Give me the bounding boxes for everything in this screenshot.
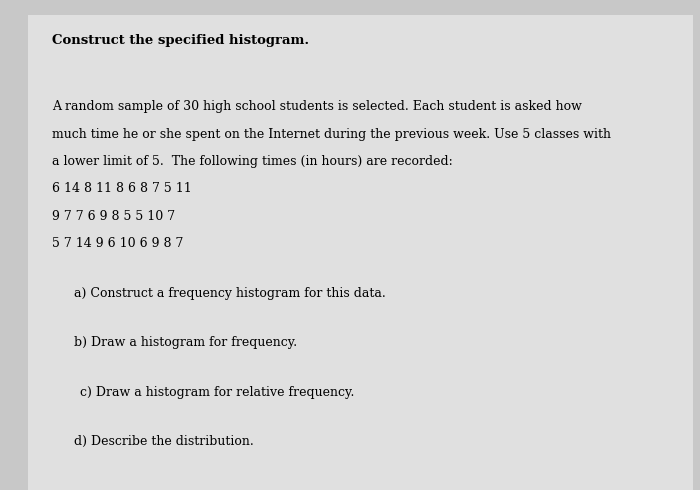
Text: 9 7 7 6 9 8 5 5 10 7: 9 7 7 6 9 8 5 5 10 7 [52,210,176,223]
Text: 6 14 8 11 8 6 8 7 5 11: 6 14 8 11 8 6 8 7 5 11 [52,182,192,196]
Text: a) Construct a frequency histogram for this data.: a) Construct a frequency histogram for t… [74,287,385,300]
Text: A random sample of 30 high school students is selected. Each student is asked ho: A random sample of 30 high school studen… [52,100,582,113]
Text: d) Describe the distribution.: d) Describe the distribution. [74,435,253,448]
Text: c) Draw a histogram for relative frequency.: c) Draw a histogram for relative frequen… [80,386,355,398]
Text: a lower limit of 5.  The following times (in hours) are recorded:: a lower limit of 5. The following times … [52,155,454,168]
FancyBboxPatch shape [28,15,693,490]
Text: 5 7 14 9 6 10 6 9 8 7: 5 7 14 9 6 10 6 9 8 7 [52,237,184,250]
Text: Construct the specified histogram.: Construct the specified histogram. [52,34,309,48]
Text: much time he or she spent on the Internet during the previous week. Use 5 classe: much time he or she spent on the Interne… [52,127,612,141]
Text: b) Draw a histogram for frequency.: b) Draw a histogram for frequency. [74,336,297,349]
